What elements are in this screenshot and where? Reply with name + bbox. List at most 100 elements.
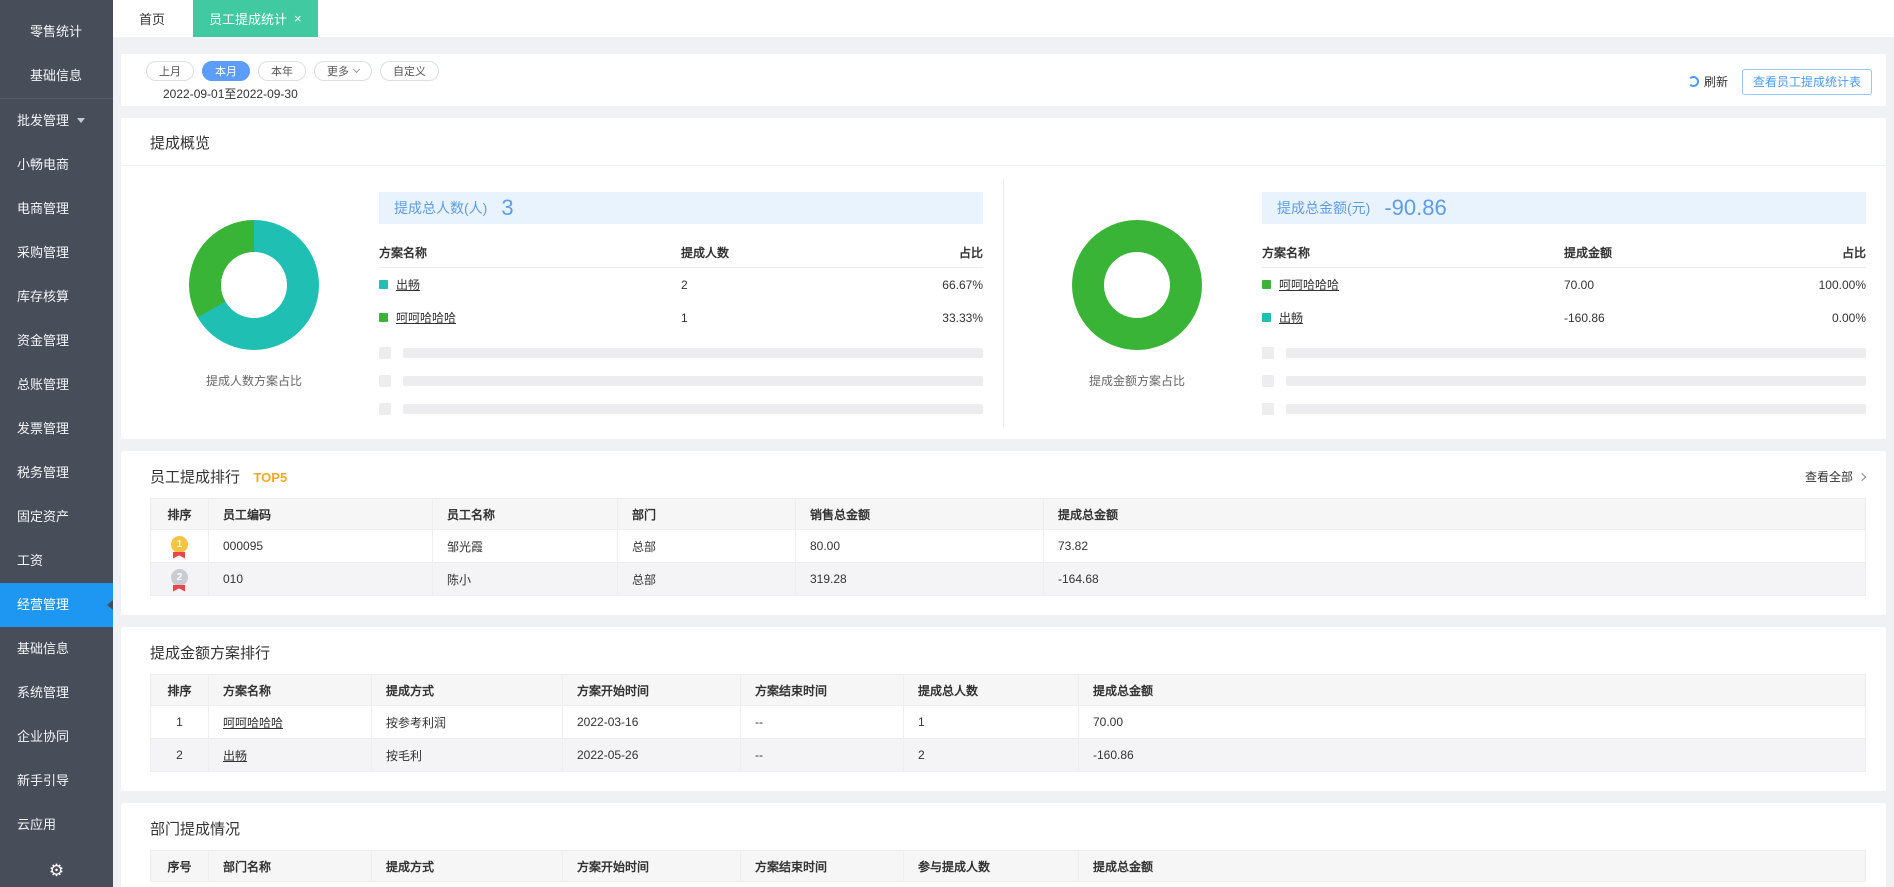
table-cell: 1	[903, 705, 1079, 739]
vertical-divider	[1003, 178, 1004, 427]
people-share-mini-table-header: 方案名称 提成人数 占比	[379, 238, 983, 268]
plan-link[interactable]: 呵呵哈哈哈	[223, 715, 284, 730]
plan-ranking-title: 提成金额方案排行	[150, 645, 271, 662]
filter-pill-label: 本年	[271, 66, 293, 78]
filter-toolbar: 上月 本月 本年 更多 自定义 2022-09-01至2022-09-30 刷新 查看员…	[121, 54, 1886, 106]
chevron-down-icon	[352, 65, 361, 74]
sidebar-item[interactable]: 总账管理	[17, 377, 70, 392]
sidebar-item[interactable]: 库存核算	[17, 289, 70, 304]
table-cell: 2022-03-16	[562, 705, 741, 739]
sidebar-item[interactable]: 电商管理	[17, 201, 70, 216]
skeleton-square	[379, 403, 391, 415]
skeleton-bar	[1286, 348, 1866, 358]
skeleton-row	[1262, 375, 1866, 387]
table-cell: 呵呵哈哈哈	[208, 705, 372, 739]
sidebar-item[interactable]: 小畅电商	[17, 157, 70, 172]
filter-pill-label: 更多	[327, 66, 349, 78]
column-header: 提成金额	[1564, 246, 1613, 260]
people-share-stat-bar: 提成总人数(人) 3	[379, 192, 983, 224]
column-header: 提成总金额	[1078, 850, 1866, 882]
skeleton-row	[1262, 403, 1866, 415]
refresh-button[interactable]: 刷新	[1687, 73, 1728, 90]
plan-link[interactable]: 呵呵哈哈哈	[1279, 278, 1340, 292]
sidebar-item[interactable]: 资金管理	[17, 333, 70, 348]
table-header-row: 排序 方案名称 提成方式 方案开始时间 方案结束时间 提成总人数 提成总金额	[150, 674, 1866, 706]
filter-pill[interactable]: 自定义	[380, 61, 439, 81]
amount-share-stat-col: 提成总金额(元) -90.86 方案名称 提成金额 占比 呵呵哈哈哈 70.00 100.00…	[1262, 192, 1866, 439]
settings-gear-icon[interactable]: ⚙	[48, 861, 65, 880]
amount-share-donut-wrap: 提成金额方案占比	[1072, 220, 1202, 439]
column-header: 占比	[958, 246, 983, 260]
tab-close-icon[interactable]: ×	[294, 11, 302, 26]
sidebar-item[interactable]: 税务管理	[17, 465, 70, 480]
date-range-text: 2022-09-01至2022-09-30	[163, 87, 298, 101]
skeleton-row	[379, 375, 983, 387]
plan-link[interactable]: 出畅	[1279, 311, 1304, 325]
tab-home[interactable]: 首页	[138, 12, 165, 27]
sidebar-item[interactable]: 固定资产	[17, 509, 70, 524]
value-cell: 70.00	[1564, 277, 1595, 292]
list-item: 出畅 -160.86 0.00%	[1262, 301, 1866, 334]
table-cell: 80.00	[795, 529, 1044, 563]
skeleton-bar	[1286, 376, 1866, 386]
sidebar-item[interactable]: 批发管理	[0, 99, 113, 143]
column-header: 方案开始时间	[562, 674, 741, 706]
filter-pill-active[interactable]: 本月	[202, 61, 250, 81]
dept-commission-table: 序号 部门名称 提成方式 方案开始时间 方案结束时间 参与提成人数 提成总金额	[150, 850, 1866, 882]
sidebar-item[interactable]: 采购管理	[17, 245, 70, 260]
sidebar-item[interactable]: 企业协同	[17, 729, 70, 744]
chevron-right-icon	[1857, 472, 1867, 481]
column-header: 排序	[150, 674, 209, 706]
column-header: 员工编码	[208, 498, 433, 530]
sidebar-item[interactable]: 零售统计	[30, 24, 83, 39]
skeleton-bar	[403, 404, 983, 414]
skeleton-row	[1262, 347, 1866, 359]
plan-link[interactable]: 出畅	[396, 278, 421, 292]
plan-link[interactable]: 呵呵哈哈哈	[396, 311, 457, 325]
column-header: 部门名称	[208, 850, 372, 882]
column-header: 部门	[617, 498, 796, 530]
table-cell: 319.28	[795, 562, 1044, 596]
column-header: 方案名称	[1262, 246, 1311, 260]
rank-medal-cell: 2	[150, 562, 209, 596]
dept-commission-card: 部门提成情况 序号 部门名称 提成方式 方案开始时间 方案结束时间 参与提成人数 提成总金额	[121, 803, 1886, 887]
sidebar-item[interactable]: 新手引导	[17, 773, 70, 788]
sidebar-item[interactable]: 工资	[17, 553, 44, 568]
date-filter-pills: 上月 本月 本年 更多 自定义	[146, 61, 439, 81]
employee-ranking-title-wrap: 员工提成排行 TOP5	[150, 466, 287, 487]
view-all-link[interactable]: 查看全部	[1805, 468, 1867, 485]
overview-body: 提成人数方案占比 提成总人数(人) 3 方案名称 提成人数 占比 出畅 2 66.67% 呵呵哈哈…	[121, 166, 1886, 439]
plan-link[interactable]: 出畅	[223, 748, 248, 763]
plan-ranking-table-wrap: 排序 方案名称 提成方式 方案开始时间 方案结束时间 提成总人数 提成总金额 1 呵呵哈哈哈 按参…	[121, 674, 1886, 791]
column-header: 方案开始时间	[562, 850, 741, 882]
people-share-donut-chart[interactable]	[189, 220, 319, 350]
people-share-donut-caption: 提成人数方案占比	[205, 374, 302, 388]
sidebar-item[interactable]: 基础信息	[30, 68, 83, 83]
value-cell: -160.86	[1564, 310, 1605, 325]
amount-share-donut-chart[interactable]	[1072, 220, 1202, 350]
sidebar-item[interactable]: 发票管理	[17, 421, 70, 436]
dept-commission-title: 部门提成情况	[150, 821, 241, 838]
dept-commission-head: 部门提成情况	[121, 803, 1886, 850]
chevron-down-icon	[77, 118, 86, 123]
legend-square-icon	[379, 280, 388, 289]
view-report-button[interactable]: 查看员工提成统计表	[1741, 68, 1872, 95]
people-share-stat-col: 提成总人数(人) 3 方案名称 提成人数 占比 出畅 2 66.67% 呵呵哈哈哈 1 33.33%	[379, 192, 983, 439]
sidebar-item-active[interactable]: 经营管理	[0, 583, 113, 627]
employee-ranking-title: 员工提成排行	[150, 469, 241, 486]
sidebar-item[interactable]: 系统管理	[17, 685, 70, 700]
sidebar-item[interactable]: 基础信息	[17, 641, 70, 656]
skeleton-square	[1262, 403, 1274, 415]
table-cell: -164.68	[1043, 562, 1866, 596]
table-cell: 邹光霞	[432, 529, 618, 563]
skeleton-row	[379, 403, 983, 415]
amount-share-stat-label: 提成总金额(元)	[1277, 200, 1371, 216]
tab-employee-commission-stats[interactable]: 员工提成统计 ×	[193, 0, 318, 37]
column-header: 提成总金额	[1078, 674, 1866, 706]
filter-pill[interactable]: 更多	[314, 61, 372, 81]
filter-pill[interactable]: 本年	[258, 61, 306, 81]
rank-medal-cell: 1	[150, 529, 209, 563]
filter-pill[interactable]: 上月	[146, 61, 194, 81]
sidebar-item[interactable]: 云应用	[17, 817, 57, 832]
list-item: 呵呵哈哈哈 70.00 100.00%	[1262, 268, 1866, 301]
